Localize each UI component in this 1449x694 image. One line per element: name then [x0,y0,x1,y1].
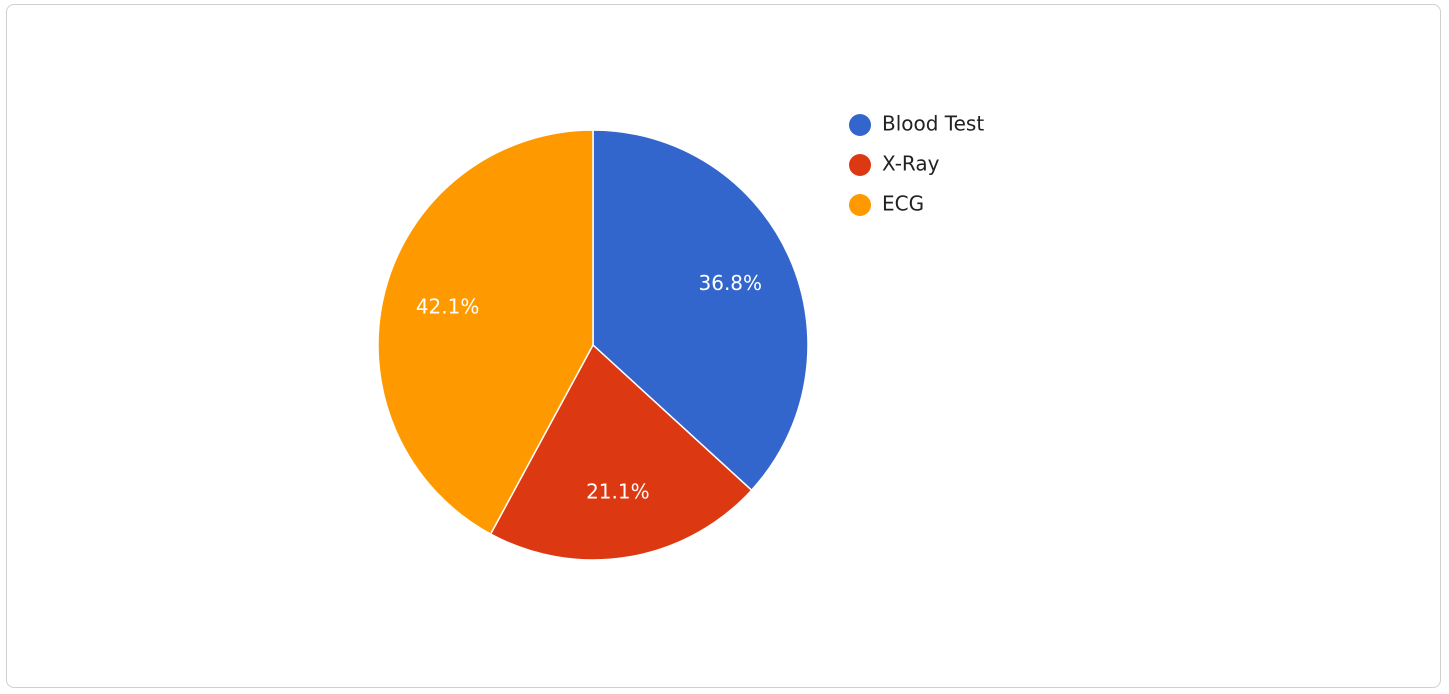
pie-slice [489,343,753,561]
legend-label: Blood Test [882,112,984,136]
chart-card [6,4,1441,688]
legend-label: ECG [882,192,924,216]
pie-slice [377,129,594,536]
legend-swatch [849,154,871,176]
legend-swatch [849,114,871,136]
slice-label: 36.8% [699,271,763,295]
legend-label: X-Ray [882,152,940,176]
slice-label: 42.1% [416,295,480,319]
pie-slice [592,129,809,492]
slice-label: 21.1% [586,479,650,503]
legend-swatch [849,194,871,216]
